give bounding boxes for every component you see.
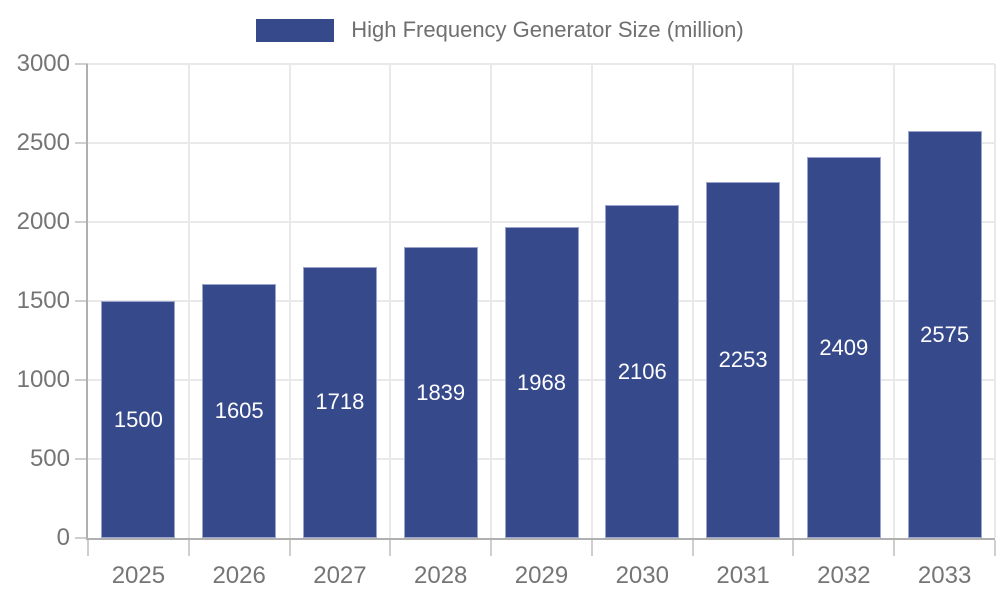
- y-tick-label: 1000: [16, 366, 70, 393]
- x-tick-label: 2032: [817, 562, 871, 589]
- bar[interactable]: 1605: [202, 284, 277, 538]
- bar-value-label: 2409: [819, 334, 869, 360]
- x-tick-label: 2025: [111, 562, 166, 589]
- bar-value-label: 1500: [113, 406, 163, 432]
- v-gridline: [792, 64, 795, 538]
- x-tick-label: 2030: [615, 562, 669, 589]
- y-tick: [75, 537, 88, 539]
- h-gridline: [88, 221, 995, 223]
- bar[interactable]: 2409: [806, 157, 881, 538]
- plot-area: 1500 1605 1718 1839 1968 2106 2253 2409 2575: [88, 63, 996, 538]
- legend-swatch: [256, 18, 335, 42]
- x-tick: [187, 540, 190, 556]
- x-tick-label: 2027: [313, 562, 367, 589]
- v-gridline: [490, 64, 493, 538]
- x-tick-label: 2028: [414, 562, 468, 589]
- h-gridline: [88, 63, 995, 65]
- bar-value-label: 1968: [517, 369, 566, 395]
- v-gridline: [187, 64, 190, 538]
- bar[interactable]: 2253: [706, 182, 781, 538]
- legend-label: High Frequency Generator Size (million): [351, 17, 744, 42]
- x-tick-label: 2026: [212, 562, 266, 589]
- y-tick: [75, 63, 88, 65]
- y-tick: [75, 458, 88, 460]
- y-tick: [75, 221, 88, 223]
- y-tick-label: 0: [56, 524, 70, 551]
- x-tick: [389, 540, 392, 556]
- y-tick-label: 500: [29, 445, 70, 472]
- v-gridline: [288, 64, 291, 538]
- h-gridline: [88, 142, 995, 144]
- bar-value-label: 2106: [617, 358, 667, 384]
- legend-item[interactable]: High Frequency Generator Size (million): [256, 17, 744, 43]
- x-tick: [87, 540, 89, 556]
- x-tick: [792, 540, 795, 556]
- x-tick: [691, 540, 694, 556]
- legend: High Frequency Generator Size (million): [0, 17, 1000, 43]
- x-tick: [994, 540, 996, 556]
- x-tick: [893, 540, 896, 556]
- y-tick-label: 2000: [16, 208, 70, 235]
- y-tick: [75, 142, 88, 144]
- v-gridline: [389, 64, 392, 538]
- bar-value-label: 2575: [920, 321, 970, 347]
- bar[interactable]: 1968: [504, 227, 579, 538]
- y-tick: [75, 379, 88, 381]
- y-tick: [75, 300, 88, 302]
- v-gridline: [893, 64, 896, 538]
- bar[interactable]: 1500: [101, 301, 176, 538]
- v-gridline: [691, 64, 694, 538]
- bar-value-label: 1605: [214, 398, 264, 424]
- bar-value-label: 2253: [718, 347, 768, 372]
- v-gridline: [590, 64, 593, 538]
- bar[interactable]: 1718: [302, 266, 377, 538]
- y-tick-label: 3000: [16, 50, 70, 77]
- x-tick: [590, 540, 593, 556]
- y-tick-label: 2500: [16, 129, 70, 156]
- y-tick-label: 1500: [16, 287, 70, 314]
- v-gridline: [994, 64, 996, 538]
- y-axis-line: [86, 64, 88, 540]
- bar[interactable]: 2575: [907, 131, 982, 538]
- x-tick: [490, 540, 493, 556]
- bar-value-label: 1839: [416, 379, 466, 405]
- bar-value-label: 1718: [315, 389, 365, 415]
- bar[interactable]: 1839: [403, 247, 478, 538]
- x-tick-label: 2031: [716, 562, 770, 589]
- x-tick-label: 2029: [514, 562, 569, 589]
- bar[interactable]: 2106: [605, 205, 680, 538]
- x-axis-line: [88, 538, 995, 540]
- x-tick-label: 2033: [917, 562, 972, 589]
- x-tick: [288, 540, 291, 556]
